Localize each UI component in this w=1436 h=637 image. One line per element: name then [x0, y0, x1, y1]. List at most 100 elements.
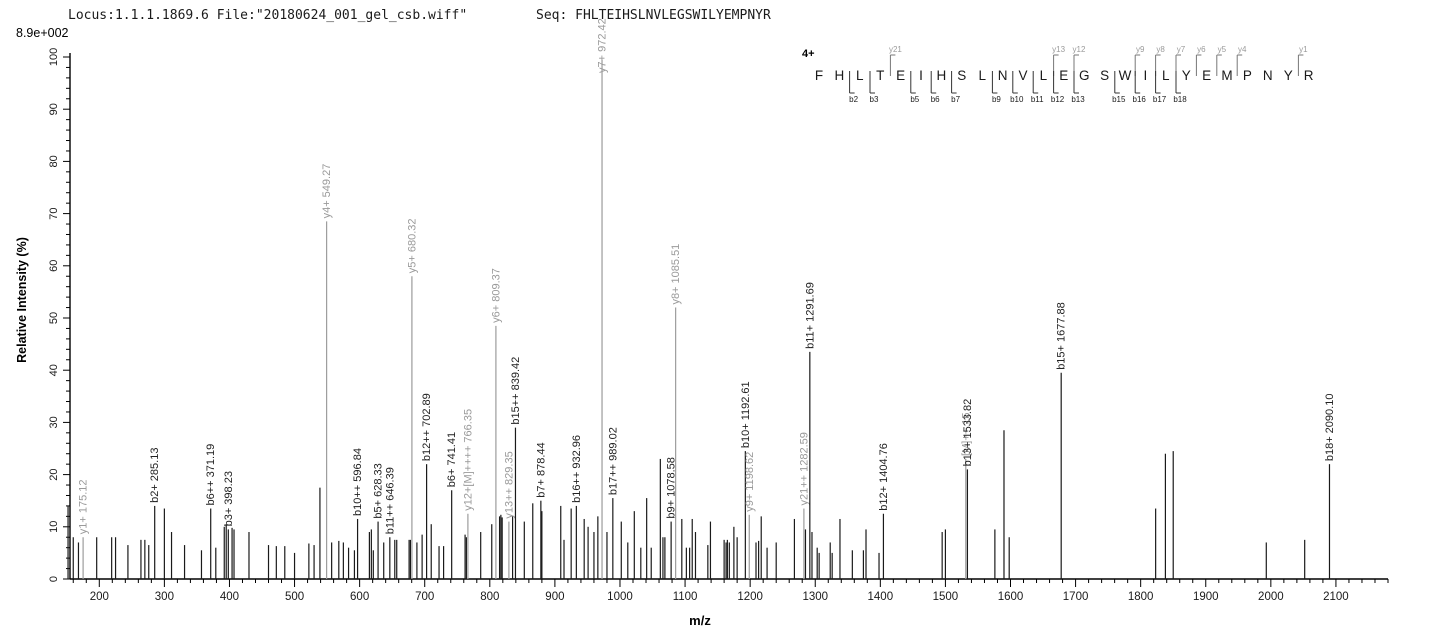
x-tick-label: 700 — [415, 591, 434, 603]
x-tick-label: 1000 — [607, 591, 633, 603]
peak-label: y1+ 175.12 — [78, 479, 90, 534]
residue-18-L: L — [1162, 68, 1170, 83]
b-ion-label-b3: b3 — [870, 95, 879, 104]
b-ion-label-b6: b6 — [931, 95, 940, 104]
peak-label: y5+ 680.32 — [406, 218, 418, 273]
x-tick-label: 1700 — [1063, 591, 1089, 603]
peak-label: b11+ 1291.69 — [804, 282, 816, 349]
b-ion-label-b2: b2 — [849, 95, 858, 104]
x-tick-label: 2100 — [1323, 591, 1349, 603]
residue-1-F: F — [815, 68, 823, 83]
residue-19-Y: Y — [1182, 68, 1191, 83]
b-ion-label-b13: b13 — [1071, 95, 1085, 104]
peak-label: b3+ 398.23 — [223, 471, 235, 526]
peak-label: b2+ 285.13 — [149, 448, 161, 503]
residue-15-S: S — [1100, 68, 1109, 83]
residue-2-H: H — [835, 68, 845, 83]
x-tick-label: 2000 — [1258, 591, 1284, 603]
peak-label: y8+ 1085.51 — [670, 244, 682, 305]
peak-label: b15++ 839.42 — [510, 357, 522, 425]
residue-10-N: N — [998, 68, 1008, 83]
residue-5-E: E — [896, 68, 905, 83]
peak-label: b6++ 371.19 — [205, 444, 217, 506]
y-tick-label: 40 — [48, 364, 60, 376]
y-tick-label: 90 — [48, 103, 60, 115]
peak-label: b9+ 1078.58 — [666, 457, 678, 518]
residue-12-L: L — [1040, 68, 1048, 83]
y-ion-label-y1: y1 — [1299, 45, 1308, 54]
peak-label: b7+ 878.44 — [535, 442, 547, 497]
residue-7-H: H — [937, 68, 947, 83]
peak-label: b10++ 596.84 — [352, 448, 364, 516]
y-tick-label: 0 — [48, 576, 60, 582]
peak-label: [M]++ 15 — [960, 413, 972, 456]
x-tick-label: 1400 — [868, 591, 894, 603]
y-ion-label-y21: y21 — [889, 45, 902, 54]
y-tick-label: 80 — [48, 155, 60, 167]
residue-23-N: N — [1263, 68, 1273, 83]
residue-24-Y: Y — [1284, 68, 1293, 83]
locus-file-label: Locus:1.1.1.1869.6 File:"20180624_001_ge… — [68, 8, 468, 23]
residue-13-E: E — [1059, 68, 1068, 83]
x-tick-label: 400 — [220, 591, 239, 603]
peak-label: y13++ 829.35 — [503, 451, 515, 518]
peak-label: b5+ 628.33 — [373, 463, 385, 518]
y-ion-label-y13: y13 — [1052, 45, 1065, 54]
peak-label: b15+ 1677.88 — [1056, 302, 1068, 370]
y-tick-label: 50 — [48, 312, 60, 324]
x-tick-label: 1800 — [1128, 591, 1154, 603]
x-tick-label: 1500 — [933, 591, 959, 603]
y-axis-title: Relative Intensity (%) — [15, 237, 29, 363]
x-tick-label: 1300 — [802, 591, 828, 603]
peak-label: b6+ 741.41 — [446, 432, 458, 487]
peak-label: b12++ 702.89 — [421, 393, 433, 461]
peak-label: b18+ 2090.10 — [1324, 394, 1336, 462]
x-tick-label: 1600 — [998, 591, 1024, 603]
residue-22-P: P — [1243, 68, 1252, 83]
peak-label: y7+ 972.42 — [597, 18, 609, 73]
y-tick-label: 20 — [48, 468, 60, 480]
residue-14-G: G — [1079, 68, 1090, 83]
b-ion-label-b10: b10 — [1010, 95, 1024, 104]
residue-4-T: T — [876, 68, 884, 83]
x-tick-label: 200 — [90, 591, 109, 603]
x-tick-label: 900 — [545, 591, 564, 603]
residue-11-V: V — [1018, 68, 1027, 83]
peak-label: y12+[M]++++ 766.35 — [462, 409, 474, 511]
y-ion-label-y6: y6 — [1197, 45, 1206, 54]
residue-6-I: I — [919, 68, 923, 83]
residue-9-L: L — [978, 68, 986, 83]
x-tick-label: 800 — [480, 591, 499, 603]
peak-label: y4+ 549.27 — [321, 164, 333, 219]
b-ion-label-b11: b11 — [1031, 95, 1044, 104]
x-tick-label: 1900 — [1193, 591, 1219, 603]
precursor-charge-label: 4+ — [802, 48, 815, 60]
max-intensity-label: 8.9e+002 — [16, 26, 69, 40]
residue-21-M: M — [1221, 68, 1232, 83]
x-axis-title: m/z — [689, 613, 711, 628]
y-ion-label-y4: y4 — [1238, 45, 1247, 54]
b-ion-label-b7: b7 — [951, 95, 960, 104]
b-ion-label-b9: b9 — [992, 95, 1001, 104]
residue-16-W: W — [1119, 68, 1132, 83]
peak-label: b13+ 1533.82 — [962, 399, 974, 467]
peak-label: b12+ 1404.76 — [878, 443, 890, 511]
y-ion-label-y9: y9 — [1136, 45, 1145, 54]
b-ion-label-b5: b5 — [910, 95, 919, 104]
y-tick-label: 10 — [48, 521, 60, 533]
x-tick-label: 1200 — [737, 591, 763, 603]
y-ion-label-y12: y12 — [1073, 45, 1086, 54]
x-tick-label: 600 — [350, 591, 369, 603]
y-tick-label: 100 — [48, 48, 60, 66]
b-ion-label-b17: b17 — [1153, 95, 1167, 104]
y-ion-label-y8: y8 — [1156, 45, 1165, 54]
peak-label: b11++ 646.39 — [384, 467, 396, 534]
y-tick-label: 60 — [48, 260, 60, 272]
peak-label: b10+ 1192.61 — [740, 381, 752, 448]
residue-17-I: I — [1144, 68, 1148, 83]
y-tick-label: 70 — [48, 207, 60, 219]
x-tick-label: 1100 — [673, 591, 698, 603]
residue-8-S: S — [957, 68, 966, 83]
